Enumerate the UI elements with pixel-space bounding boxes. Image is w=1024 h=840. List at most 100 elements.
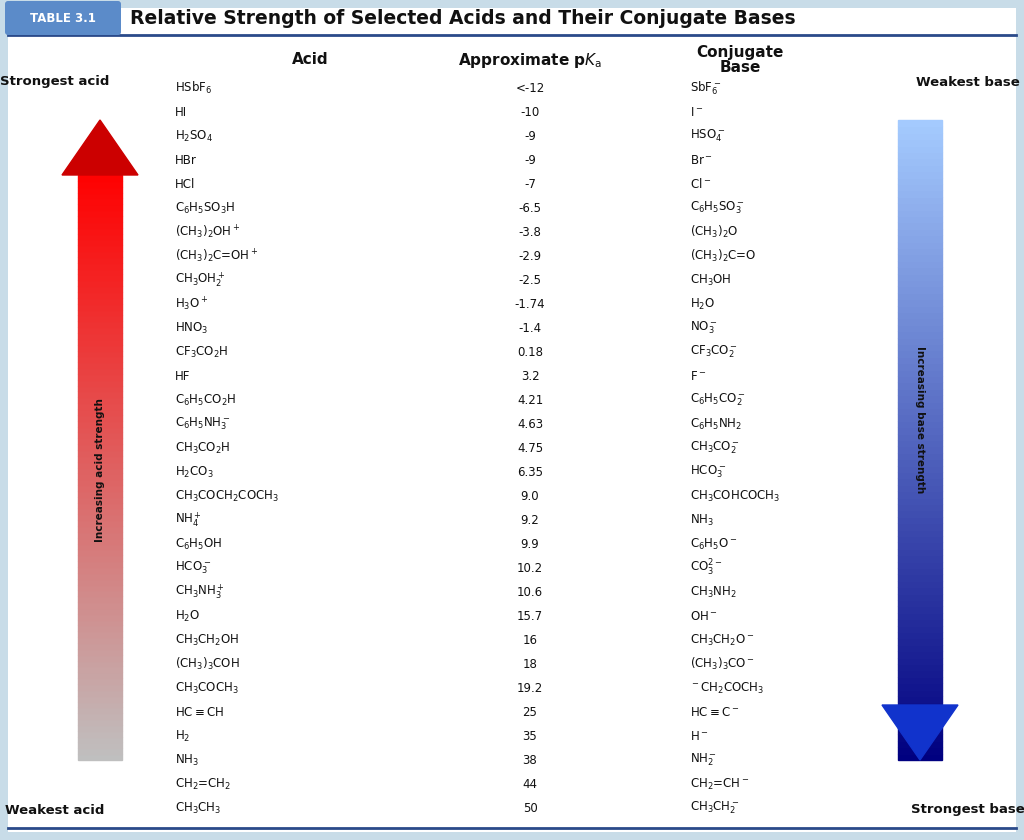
Bar (898, 338, 942, 344)
Bar (78, 514, 122, 520)
Bar (898, 728, 942, 734)
Text: CH$_3$NH$_2$: CH$_3$NH$_2$ (690, 585, 736, 600)
Bar (78, 591, 122, 596)
Bar (78, 725, 122, 731)
Bar (898, 350, 942, 357)
Bar (898, 511, 942, 517)
Text: Br$^-$: Br$^-$ (690, 154, 713, 166)
Bar (898, 286, 942, 293)
Bar (78, 485, 122, 491)
Text: -6.5: -6.5 (518, 202, 542, 214)
Bar (78, 263, 122, 269)
Text: Increasing acid strength: Increasing acid strength (95, 398, 105, 542)
Bar (898, 529, 942, 536)
Bar (78, 433, 122, 438)
FancyBboxPatch shape (5, 1, 121, 35)
Bar (898, 465, 942, 472)
Bar (78, 638, 122, 643)
Text: HC$\equiv$C$^-$: HC$\equiv$C$^-$ (690, 706, 739, 718)
Bar (78, 198, 122, 204)
Text: H$_3$O$^+$: H$_3$O$^+$ (175, 296, 209, 312)
Bar (898, 228, 942, 235)
Text: -9: -9 (524, 129, 536, 143)
Bar (78, 567, 122, 573)
Text: 3.2: 3.2 (520, 370, 540, 382)
Polygon shape (882, 705, 958, 760)
Bar (898, 651, 942, 658)
Bar (898, 543, 942, 549)
Bar (78, 648, 122, 654)
Text: 9.2: 9.2 (520, 513, 540, 527)
Text: 9.9: 9.9 (520, 538, 540, 550)
Bar (78, 731, 122, 737)
Bar (78, 526, 122, 532)
Text: CH$_3$CH$_2$O$^-$: CH$_3$CH$_2$O$^-$ (690, 633, 755, 648)
Bar (78, 707, 122, 713)
Text: CH$_3$COHCOCH$_3$: CH$_3$COHCOCH$_3$ (690, 488, 780, 503)
Bar (898, 440, 942, 446)
Text: 15.7: 15.7 (517, 610, 543, 622)
Bar (78, 333, 122, 339)
Bar (898, 191, 942, 197)
Bar (898, 414, 942, 421)
Bar (78, 427, 122, 433)
Bar (898, 753, 942, 760)
Text: Strongest acid: Strongest acid (0, 76, 110, 88)
Bar (78, 315, 122, 321)
Bar (78, 181, 122, 186)
Bar (78, 175, 122, 181)
Text: -2.5: -2.5 (518, 274, 542, 286)
Bar (898, 562, 942, 568)
Bar (78, 690, 122, 696)
Text: Relative Strength of Selected Acids and Their Conjugate Bases: Relative Strength of Selected Acids and … (130, 8, 796, 28)
Text: Weakest acid: Weakest acid (5, 804, 104, 816)
Bar (898, 575, 942, 580)
Bar (898, 293, 942, 299)
Bar (78, 368, 122, 374)
Text: (CH$_3$)$_3$COH: (CH$_3$)$_3$COH (175, 656, 240, 672)
Bar (898, 145, 942, 152)
Text: C$_6$H$_5$OH: C$_6$H$_5$OH (175, 537, 222, 552)
Bar (78, 474, 122, 479)
Bar (78, 310, 122, 315)
Bar (898, 485, 942, 491)
Bar (78, 245, 122, 251)
Bar (898, 433, 942, 440)
Text: (CH$_3$)$_3$CO$^-$: (CH$_3$)$_3$CO$^-$ (690, 656, 755, 672)
Bar (78, 204, 122, 210)
Text: CH$_3$CH$_3$: CH$_3$CH$_3$ (175, 801, 221, 816)
Bar (898, 395, 942, 402)
Bar (898, 152, 942, 159)
Text: HF: HF (175, 370, 190, 382)
Bar (898, 580, 942, 587)
Bar (78, 713, 122, 719)
Bar (898, 472, 942, 479)
Text: NH$_2^-$: NH$_2^-$ (690, 752, 717, 769)
Bar (898, 402, 942, 408)
Text: CH$_3$CH$_2$OH: CH$_3$CH$_2$OH (175, 633, 240, 648)
Text: 19.2: 19.2 (517, 681, 543, 695)
Text: CH$_3$OH: CH$_3$OH (690, 272, 731, 287)
Bar (898, 363, 942, 370)
Text: H$_2$O: H$_2$O (175, 608, 200, 623)
Text: C$_6$H$_5$SO$_3$H: C$_6$H$_5$SO$_3$H (175, 201, 236, 216)
Bar (898, 210, 942, 216)
Bar (898, 555, 942, 562)
Bar (898, 376, 942, 382)
Bar (898, 523, 942, 529)
Bar (898, 606, 942, 613)
Text: -1.4: -1.4 (518, 322, 542, 334)
Bar (898, 184, 942, 191)
Bar (898, 242, 942, 248)
Bar (78, 304, 122, 310)
Bar (78, 643, 122, 648)
Bar (898, 133, 942, 139)
Text: H$_2$SO$_4$: H$_2$SO$_4$ (175, 129, 213, 144)
Bar (78, 409, 122, 415)
Text: HSO$_4^-$: HSO$_4^-$ (690, 128, 725, 144)
Bar (898, 677, 942, 683)
Bar (898, 722, 942, 728)
Text: -1.74: -1.74 (515, 297, 546, 311)
Text: 25: 25 (522, 706, 538, 718)
Bar (898, 734, 942, 741)
